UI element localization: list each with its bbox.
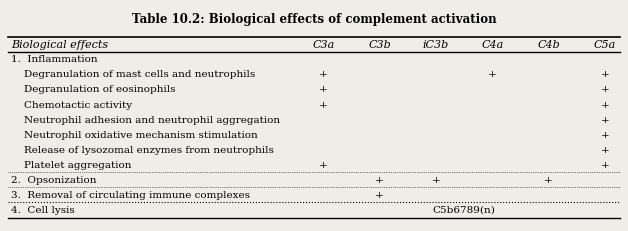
Text: +: +	[544, 175, 553, 184]
Text: C5b6789(n): C5b6789(n)	[433, 205, 495, 214]
Text: +: +	[319, 85, 328, 94]
Text: C4a: C4a	[481, 40, 503, 50]
Text: Neutrophil adhesion and neutrophil aggregation: Neutrophil adhesion and neutrophil aggre…	[11, 115, 280, 124]
Text: 4.  Cell lysis: 4. Cell lysis	[11, 205, 75, 214]
Text: +: +	[319, 100, 328, 109]
Text: +: +	[319, 160, 328, 169]
Text: Table 10.2: Biological effects of complement activation: Table 10.2: Biological effects of comple…	[132, 13, 496, 26]
Text: +: +	[488, 70, 497, 79]
Text: Degranulation of eosinophils: Degranulation of eosinophils	[11, 85, 175, 94]
Text: C4b: C4b	[537, 40, 560, 50]
Text: Release of lysozomal enzymes from neutrophils: Release of lysozomal enzymes from neutro…	[11, 145, 274, 154]
Text: 2.  Opsonization: 2. Opsonization	[11, 175, 96, 184]
Text: iC3b: iC3b	[423, 40, 449, 50]
Text: Chemotactic activity: Chemotactic activity	[11, 100, 132, 109]
Text: +: +	[376, 190, 384, 199]
Text: +: +	[600, 100, 609, 109]
Text: Biological effects: Biological effects	[11, 40, 108, 50]
Text: +: +	[600, 85, 609, 94]
Text: +: +	[600, 145, 609, 154]
Text: Platelet aggregation: Platelet aggregation	[11, 160, 131, 169]
Text: +: +	[600, 130, 609, 139]
Text: +: +	[431, 175, 440, 184]
Text: 1.  Inflammation: 1. Inflammation	[11, 55, 97, 64]
Text: C3a: C3a	[312, 40, 335, 50]
Text: C5a: C5a	[593, 40, 616, 50]
Text: Degranulation of mast cells and neutrophils: Degranulation of mast cells and neutroph…	[11, 70, 255, 79]
Text: +: +	[600, 160, 609, 169]
Text: 3.  Removal of circulating immune complexes: 3. Removal of circulating immune complex…	[11, 190, 250, 199]
Text: C3b: C3b	[368, 40, 391, 50]
Text: +: +	[376, 175, 384, 184]
Text: +: +	[600, 115, 609, 124]
Text: +: +	[600, 70, 609, 79]
Text: Neutrophil oxidative mechanism stimulation: Neutrophil oxidative mechanism stimulati…	[11, 130, 257, 139]
Text: +: +	[319, 70, 328, 79]
